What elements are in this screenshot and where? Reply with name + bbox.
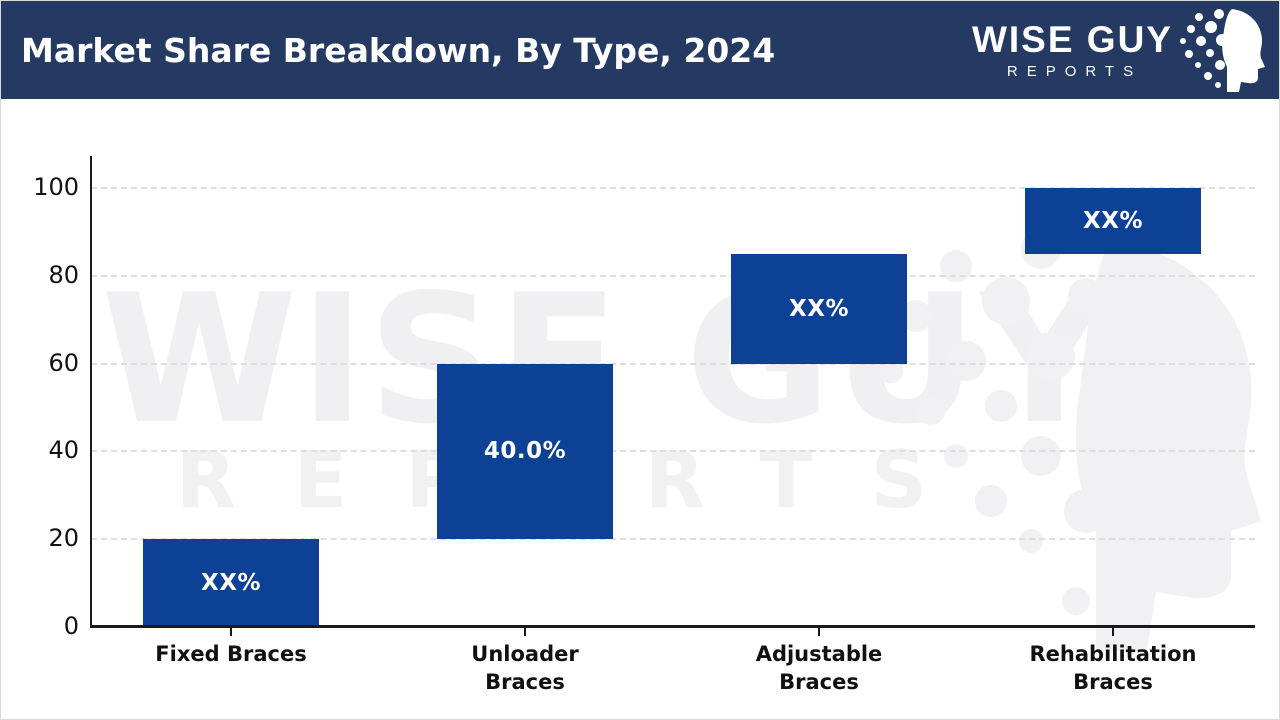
bar-fixed-braces: XX% (143, 539, 319, 627)
logo-line1: WISE GUY (971, 19, 1173, 60)
gridline-100 (91, 187, 1255, 189)
x-axis-line (90, 625, 1255, 628)
y-axis-line (90, 156, 92, 627)
page-title: Market Share Breakdown, By Type, 2024 (21, 30, 776, 70)
bar-rehabilitation-braces: XX% (1025, 188, 1201, 254)
gridline-40 (91, 450, 1255, 453)
bar-value-label: XX% (200, 570, 261, 597)
y-tick-label: 20 (48, 524, 79, 553)
gridline-20 (91, 538, 1255, 541)
wise-guy-reports-logo: WISE GUY REPORTS (972, 7, 1279, 93)
x-tick (1112, 628, 1114, 636)
y-tick-label: 60 (48, 348, 79, 377)
y-tick-label: 40 (48, 436, 79, 465)
x-category-label: Unloader Braces (471, 642, 579, 695)
y-tick-label: 0 (63, 612, 79, 640)
x-tick (230, 628, 232, 636)
bar-chart: 0 20 40 60 80 100 XX% 40.0% XX% XX% Fixed Braces Un… (1, 99, 1279, 719)
x-tick (818, 628, 820, 636)
header-bar: Market Share Breakdown, By Type, 2024 WI… (1, 1, 1279, 99)
y-tick-label: 80 (48, 260, 79, 289)
x-category-label: Fixed Braces (155, 642, 307, 666)
bar-value-label: XX% (788, 295, 849, 322)
x-category-label: Adjustable Braces (755, 642, 883, 695)
logo-wordmark: WISE GUY REPORTS (972, 21, 1173, 79)
head-profile-icon (1180, 9, 1265, 92)
bar-unloader-braces: 40.0% (437, 363, 613, 540)
y-tick-label: 100 (33, 173, 79, 201)
x-tick (524, 628, 526, 636)
x-category-label: Rehabilitation Braces (1029, 642, 1197, 695)
bar-value-label: XX% (1082, 207, 1143, 234)
bar-adjustable-braces: XX% (731, 253, 907, 364)
gridline-80 (91, 274, 1255, 277)
logo-line2: REPORTS (1006, 63, 1143, 80)
gridline-60 (91, 362, 1255, 365)
bar-value-label: 40.0% (483, 438, 567, 465)
